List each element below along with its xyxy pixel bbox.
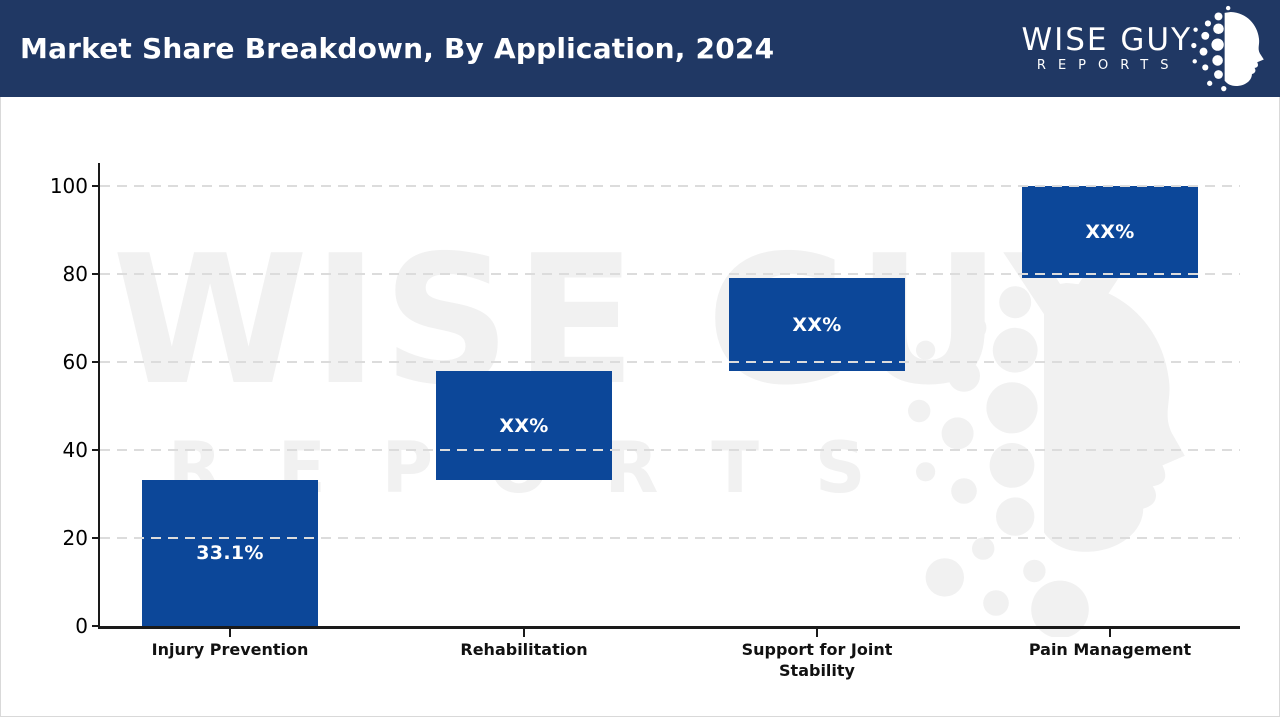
logo-head-profile-icon bbox=[1191, 5, 1264, 91]
header-bar: Market Share Breakdown, By Application, … bbox=[0, 0, 1280, 97]
watermark: WISE GUY REPORTS bbox=[0, 97, 1280, 720]
wise-guy-reports-logo: WISE GUY REPORTS bbox=[1021, 5, 1266, 93]
logo-subtitle: REPORTS bbox=[1036, 58, 1181, 74]
watermark-wordmark: WISE GUY bbox=[112, 217, 1138, 424]
logo-wordmark: WISE GUY bbox=[1021, 21, 1192, 58]
watermark-subtitle: REPORTS bbox=[168, 427, 922, 509]
logo-text: WISE GUY REPORTS bbox=[1021, 24, 1192, 74]
page-title: Market Share Breakdown, By Application, … bbox=[20, 32, 775, 65]
watermark-head-profile-icon bbox=[908, 257, 1185, 637]
